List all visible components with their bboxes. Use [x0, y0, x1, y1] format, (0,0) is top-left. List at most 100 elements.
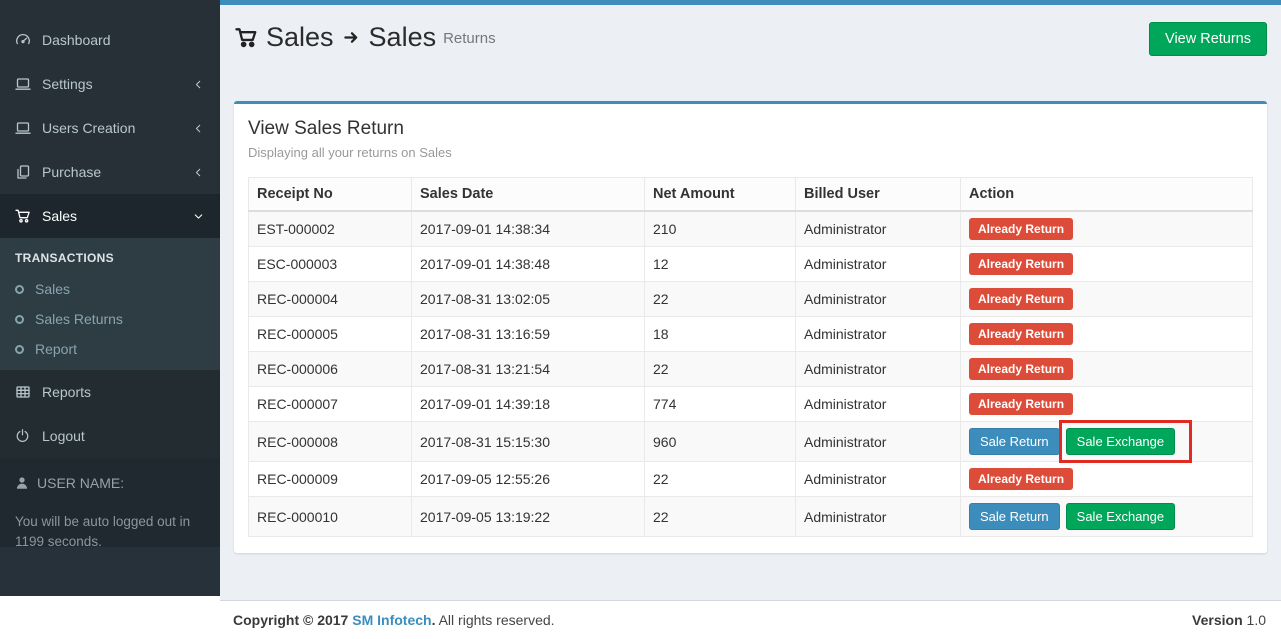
cell-sales-date: 2017-09-01 14:38:34 — [411, 210, 645, 247]
cell-receipt-no: REC-000006 — [248, 351, 412, 387]
cell-billed-user: Administrator — [795, 421, 961, 462]
sales-returns-table: Receipt No Sales Date Net Amount Billed Use… — [248, 177, 1253, 537]
cell-receipt-no: REC-000010 — [248, 496, 412, 537]
submenu-item-label: Report — [35, 341, 78, 357]
cart-icon — [15, 208, 31, 224]
sidebar-item-logout[interactable]: Logout — [0, 414, 220, 458]
top-accent-bar — [220, 0, 1281, 5]
sidebar: Dashboard Settings Users Creation — [0, 0, 220, 596]
table-row: REC-000006 2017-08-31 13:21:54 22 Administr… — [248, 351, 1253, 387]
table-row: REC-000009 2017-09-05 12:55:26 22 Administr… — [248, 461, 1253, 497]
already-return-badge: Already Return — [969, 358, 1074, 380]
laptop-icon — [15, 120, 31, 136]
column-header-action: Action — [960, 177, 1253, 212]
circle-icon — [15, 314, 24, 324]
cell-billed-user: Administrator — [795, 351, 961, 387]
cell-net-amount: 22 — [644, 281, 796, 317]
sidebar-item-settings[interactable]: Settings — [0, 62, 220, 106]
laptop-icon — [15, 76, 31, 92]
breadcrumb-secondary: Sales — [368, 22, 437, 52]
table-row: ESC-000003 2017-09-01 14:38:48 12 Administr… — [248, 246, 1253, 282]
sidebar-menu: Dashboard Settings Users Creation — [0, 0, 220, 458]
sale-return-button[interactable]: Sale Return — [969, 503, 1060, 530]
sidebar-item-dashboard[interactable]: Dashboard — [0, 18, 220, 62]
sale-exchange-button[interactable]: Sale Exchange — [1065, 428, 1176, 455]
sale-return-button[interactable]: Sale Return — [969, 428, 1060, 455]
cell-net-amount: 960 — [644, 421, 796, 462]
cell-sales-date: 2017-08-31 13:16:59 — [411, 316, 645, 352]
copyright-text: Copyright © 2017 SM Infotech. All rights… — [233, 612, 555, 628]
sale-exchange-button[interactable]: Sale Exchange — [1065, 503, 1176, 530]
table-row: REC-000008 2017-08-31 15:15:30 960 Administ… — [248, 420, 1253, 463]
circle-icon — [15, 284, 24, 294]
cell-action: Already Return — [960, 210, 1253, 247]
sidebar-item-label: Settings — [42, 76, 93, 92]
sidebar-item-label: Users Creation — [42, 120, 136, 136]
already-return-badge: Already Return — [969, 468, 1074, 490]
already-return-badge: Already Return — [969, 393, 1074, 415]
cell-billed-user: Administrator — [795, 461, 961, 497]
cell-net-amount: 18 — [644, 316, 796, 352]
table-header-row: Receipt No Sales Date Net Amount Billed Use… — [248, 177, 1253, 212]
cell-action: Already Return — [960, 281, 1253, 317]
cell-action: Already Return — [960, 386, 1253, 422]
sidebar-item-label: Reports — [42, 384, 92, 400]
page-title: Sales Sales Returns — [235, 18, 496, 56]
user-panel: USER NAME: You will be auto logged out i… — [0, 458, 220, 549]
sidebar-item-label: Logout — [42, 428, 85, 444]
circle-icon — [15, 344, 24, 354]
cart-icon — [235, 26, 258, 49]
cell-net-amount: 12 — [644, 246, 796, 282]
cell-action: Sale Return Sale Exchange — [960, 420, 1253, 463]
breadcrumb-sub: Returns — [443, 30, 496, 47]
cell-net-amount: 22 — [644, 461, 796, 497]
sidebar-item-sales[interactable]: Sales — [0, 194, 220, 238]
cell-action: Sale Return Sale Exchange — [960, 496, 1253, 537]
copy-icon — [15, 164, 31, 180]
cell-sales-date: 2017-09-05 12:55:26 — [411, 461, 645, 497]
sidebar-item-label: Sales — [42, 208, 78, 224]
cell-net-amount: 210 — [644, 210, 796, 247]
cell-action: Already Return — [960, 461, 1253, 497]
cell-action: Already Return — [960, 351, 1253, 387]
cell-billed-user: Administrator — [795, 496, 961, 537]
table-row: REC-000010 2017-09-05 13:19:22 22 Administr… — [248, 496, 1253, 537]
cell-billed-user: Administrator — [795, 246, 961, 282]
sidebar-item-label: Purchase — [42, 164, 102, 180]
sidebar-tail — [0, 547, 220, 596]
cell-billed-user: Administrator — [795, 386, 961, 422]
version-text: Version 1.0 — [1192, 612, 1266, 628]
cell-billed-user: Administrator — [795, 210, 961, 247]
column-header-sales-date: Sales Date — [411, 177, 645, 212]
sidebar-item-users-creation[interactable]: Users Creation — [0, 106, 220, 150]
cell-sales-date: 2017-08-31 15:15:30 — [411, 421, 645, 462]
cell-net-amount: 774 — [644, 386, 796, 422]
sidebar-item-purchase[interactable]: Purchase — [0, 150, 220, 194]
column-header-receipt-no: Receipt No — [248, 177, 412, 212]
view-returns-button[interactable]: View Returns — [1149, 22, 1267, 56]
submenu-item-report[interactable]: Report — [0, 334, 220, 364]
chevron-left-icon — [192, 78, 205, 91]
submenu-item-sales[interactable]: Sales — [0, 274, 220, 304]
submenu-item-sales-returns[interactable]: Sales Returns — [0, 304, 220, 334]
table-icon — [15, 384, 31, 400]
submenu-item-label: Sales Returns — [35, 311, 123, 327]
power-icon — [15, 428, 31, 444]
sales-submenu: TRANSACTIONS Sales Sales Returns Report — [0, 238, 220, 370]
auto-logout-note: You will be auto logged out in 1199 seco… — [15, 514, 191, 549]
table-row: REC-000004 2017-08-31 13:02:05 22 Administr… — [248, 281, 1253, 317]
footer: Copyright © 2017 SM Infotech. All rights… — [220, 600, 1281, 639]
panel-subtitle: Displaying all your returns on Sales — [248, 145, 452, 160]
cell-receipt-no: REC-000007 — [248, 386, 412, 422]
sidebar-item-reports[interactable]: Reports — [0, 370, 220, 414]
cell-sales-date: 2017-08-31 13:21:54 — [411, 351, 645, 387]
dashboard-icon — [15, 32, 31, 48]
already-return-badge: Already Return — [969, 218, 1074, 240]
cell-net-amount: 22 — [644, 351, 796, 387]
highlighted-action: Sale Exchange — [1058, 420, 1193, 463]
table-row: REC-000007 2017-09-01 14:39:18 774 Administ… — [248, 386, 1253, 422]
user-icon — [15, 476, 29, 490]
column-header-net-amount: Net Amount — [644, 177, 796, 212]
brand-link[interactable]: SM Infotech — [352, 612, 432, 628]
already-return-badge: Already Return — [969, 323, 1074, 345]
